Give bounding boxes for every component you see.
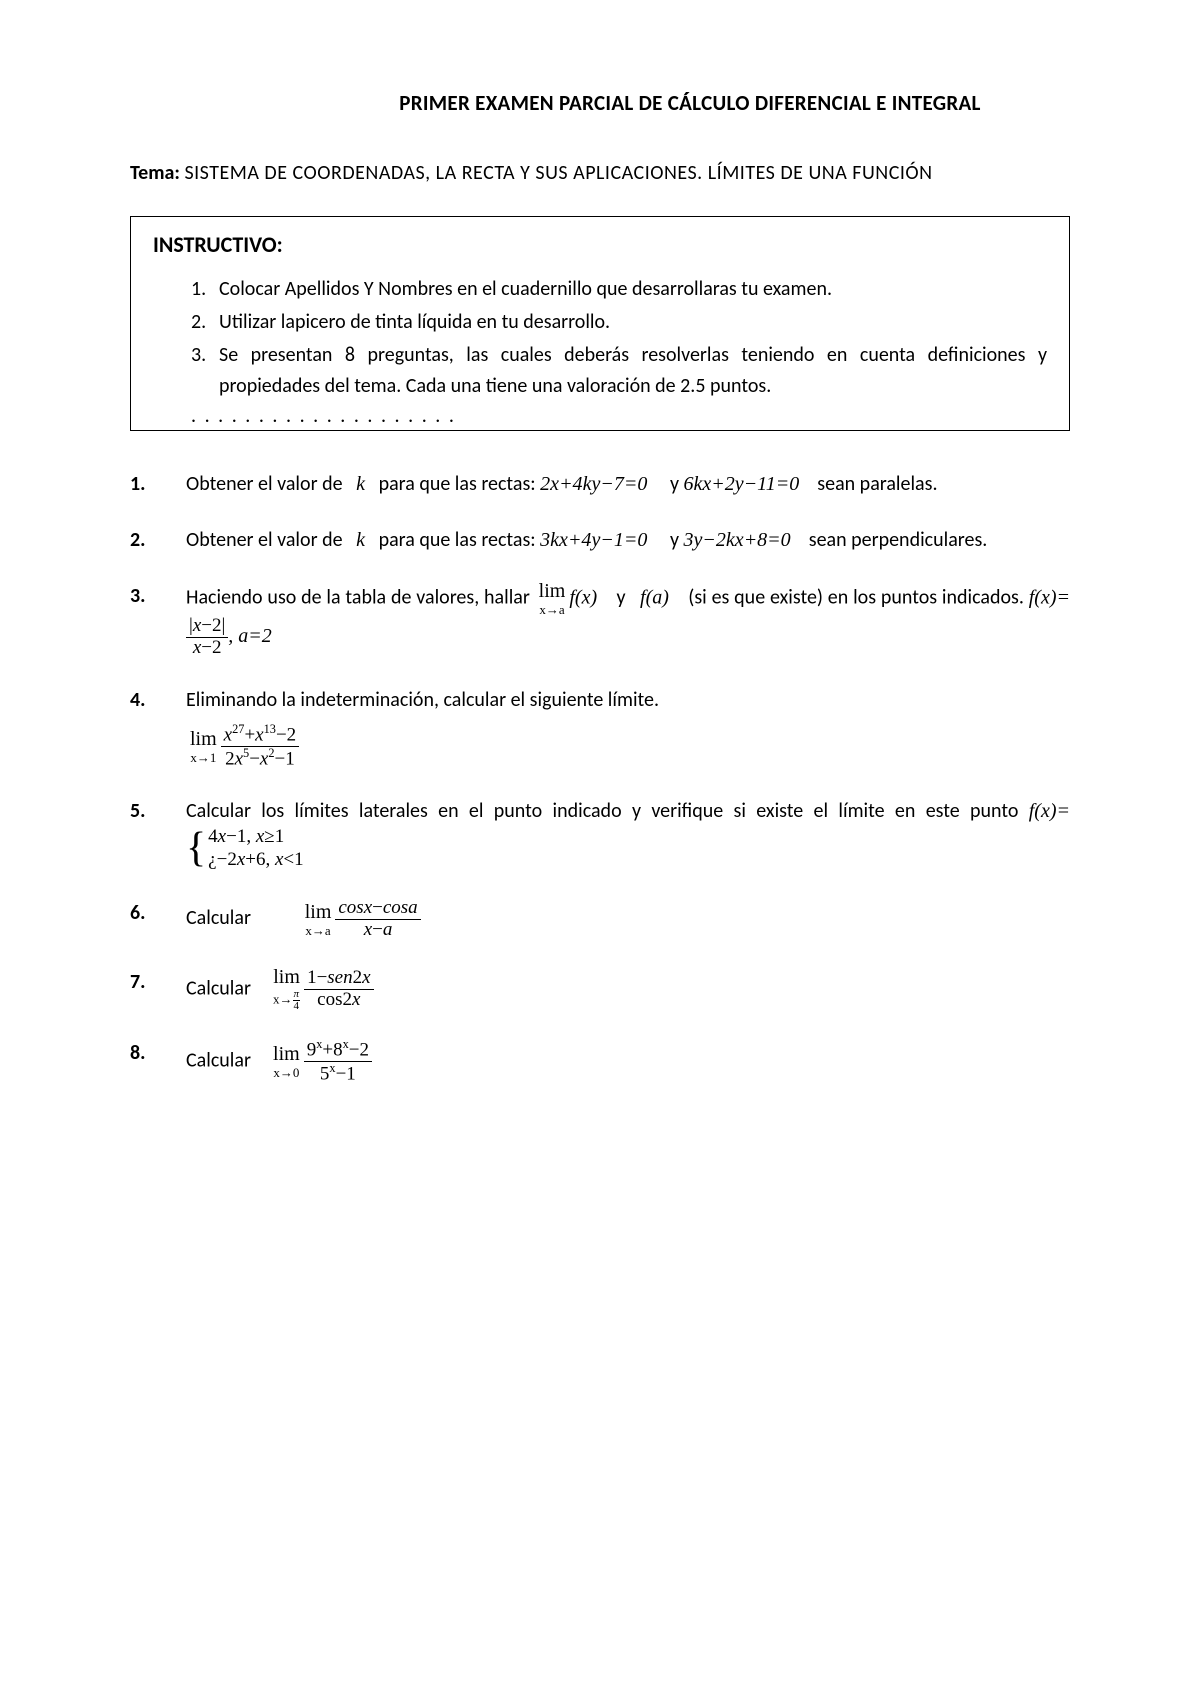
question-4: 4. Eliminando la indeterminación, calcul… (130, 685, 1070, 715)
fraction: 1−sen2x cos2x (304, 968, 373, 1011)
fraction: cosx−cosa x−a (335, 898, 420, 941)
piece-row: 4x−1, x≥1 (208, 826, 303, 849)
q-text: y (665, 528, 683, 552)
math-expr: f(x) (569, 586, 597, 608)
question-6: 6. Calcular lim x→a cosx−cosa x−a (130, 898, 1070, 941)
math-var: k (356, 473, 365, 495)
question-8: 8. Calcular lim x→0 9x+8x−2 5x−1 (130, 1038, 1070, 1085)
math-expr: f(x)= (1029, 586, 1070, 608)
instructivo-item: 3. Se presentan 8 preguntas, las cuales … (191, 340, 1047, 402)
item-text: Colocar Apellidos Y Nombres en el cuader… (219, 274, 832, 305)
q-body: Calcular lim x→π4 1−sen2x cos2x (186, 967, 1070, 1012)
q-text: para que las rectas: (379, 472, 541, 496)
q4-formula: lim x→1 x27+x13−2 2x5−x2−1 (186, 723, 1070, 770)
piecewise: { 4x−1, x≥1 ¿−2x+6, x<1 (186, 826, 304, 872)
equation: 3y−2kx+8=0 (684, 529, 791, 551)
q-number: 2. (130, 525, 186, 555)
item-text: Se presentan 8 preguntas, las cuales deb… (219, 340, 1047, 402)
equation: 2x+4ky−7=0 (540, 473, 647, 495)
math-expr: , a=2 (228, 625, 272, 647)
q-text: Eliminando la indeterminación, calcular … (186, 688, 659, 712)
math-expr: f(a) (640, 586, 669, 608)
equation: 3kx+4y−1=0 (540, 529, 647, 551)
question-5: 5. Calcular los límites laterales en el … (130, 796, 1070, 872)
exam-title: PRIMER EXAMEN PARCIAL DE CÁLCULO DIFEREN… (130, 90, 1070, 116)
fraction: 9x+8x−2 5x−1 (304, 1038, 372, 1085)
question-3: 3. Haciendo uso de la tabla de valores, … (130, 581, 1070, 659)
q-number: 6. (130, 898, 186, 941)
q-text: y (665, 472, 683, 496)
instructivo-item: 2. Utilizar lapicero de tinta líquida en… (191, 307, 1047, 338)
q-number: 7. (130, 967, 186, 1012)
q-body: Eliminando la indeterminación, calcular … (186, 685, 1070, 715)
instructivo-title: INSTRUCTIVO: (153, 231, 1047, 258)
question-2: 2. Obtener el valor de k para que las re… (130, 525, 1070, 555)
q-number: 3. (130, 581, 186, 659)
math-var: k (356, 529, 365, 551)
equation: 6kx+2y−11=0 (684, 473, 800, 495)
instructivo-box: INSTRUCTIVO: 1. Colocar Apellidos Y Nomb… (130, 216, 1070, 431)
q-body: Obtener el valor de k para que las recta… (186, 469, 1070, 499)
instructivo-list: 1. Colocar Apellidos Y Nombres en el cua… (153, 274, 1047, 402)
fraction: |x−2| x−2 (186, 616, 228, 659)
q-text: Haciendo uso de la tabla de valores, hal… (186, 585, 535, 609)
q-text: sean perpendiculares. (804, 528, 987, 552)
q-text: Obtener el valor de (186, 472, 347, 496)
question-1: 1. Obtener el valor de k para que las re… (130, 469, 1070, 499)
q-text: sean paralelas. (813, 472, 938, 496)
q-text: Calcular (186, 976, 251, 1000)
q-number: 1. (130, 469, 186, 499)
instructivo-item: 1. Colocar Apellidos Y Nombres en el cua… (191, 274, 1047, 305)
q-body: Haciendo uso de la tabla de valores, hal… (186, 581, 1070, 659)
item-number: 3. (191, 340, 219, 402)
cutoff-text: . . . . . . . . . . . . . . . . . . . . (153, 404, 1047, 422)
q-text: para que las rectas: (379, 528, 541, 552)
questions: 1. Obtener el valor de k para que las re… (130, 469, 1070, 1085)
item-number: 1. (191, 274, 219, 305)
limit-expr: lim x→0 (273, 1044, 300, 1079)
q-number: 8. (130, 1038, 186, 1085)
q-text: Calcular (186, 906, 251, 930)
question-7: 7. Calcular lim x→π4 1−sen2x cos2x (130, 967, 1070, 1012)
math-expr: f(x)= (1029, 800, 1070, 822)
q-text: Calcular los límites laterales en el pun… (186, 799, 1029, 823)
q-text: (si es que existe) en los puntos indicad… (683, 585, 1028, 609)
limit-expr: lim x→π4 (273, 967, 300, 1012)
piece-row: ¿−2x+6, x<1 (208, 849, 303, 872)
q-body: Calcular lim x→a cosx−cosa x−a (186, 898, 1070, 941)
tema-line: Tema: SISTEMA DE COORDENADAS, LA RECTA Y… (130, 158, 1070, 188)
limit-expr: lim x→1 (190, 729, 217, 764)
q-text: Calcular (186, 1048, 251, 1072)
q-text: Obtener el valor de (186, 528, 347, 552)
item-text: Utilizar lapicero de tinta líquida en tu… (219, 307, 610, 338)
tema-content: SISTEMA DE COORDENADAS, LA RECTA Y SUS A… (184, 161, 932, 185)
q-text: y (612, 585, 631, 609)
q-number: 4. (130, 685, 186, 715)
fraction: x27+x13−2 2x5−x2−1 (221, 723, 300, 770)
tema-label: Tema: (130, 161, 180, 185)
q-body: Obtener el valor de k para que las recta… (186, 525, 1070, 555)
q-number: 5. (130, 796, 186, 872)
q-body: Calcular lim x→0 9x+8x−2 5x−1 (186, 1038, 1070, 1085)
limit-expr: lim x→a (539, 581, 566, 616)
q-body: Calcular los límites laterales en el pun… (186, 796, 1070, 872)
item-number: 2. (191, 307, 219, 338)
limit-expr: lim x→a (305, 902, 332, 937)
